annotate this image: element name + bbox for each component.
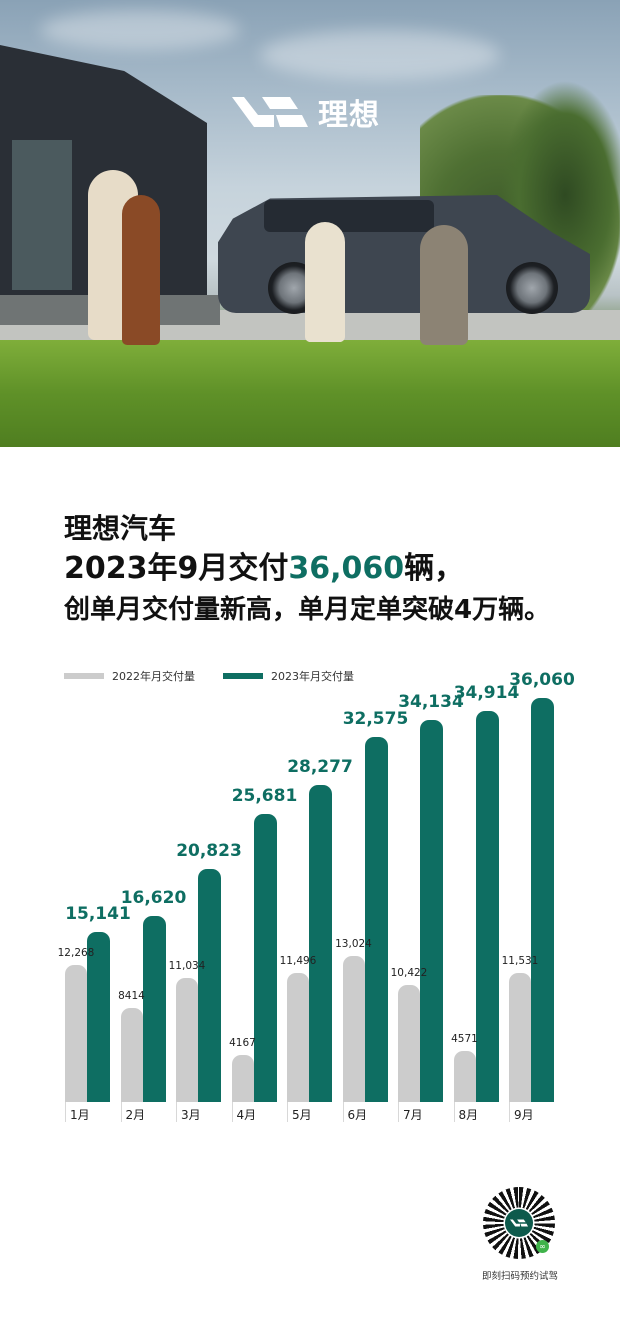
mini-program-icon: ∞: [536, 1240, 549, 1253]
bar-2023: [87, 932, 110, 1102]
data-label-2022: 12,268: [57, 946, 95, 959]
bar-2022: [342, 956, 365, 1102]
bar-2023: [531, 698, 554, 1102]
qr-logo: [505, 1209, 533, 1237]
li-auto-logo-icon: [510, 1219, 528, 1227]
data-label-2022: 4571: [451, 1032, 478, 1045]
hero-banner: 理想: [0, 0, 620, 447]
headline-line2-prefix: 2023年9月交付: [64, 551, 289, 586]
person-child: [122, 195, 160, 345]
chart-legend: 2022年月交付量 2023年月交付量: [64, 668, 382, 684]
data-label-2022: 10,422: [390, 967, 428, 980]
headline-line2-suffix: 辆，: [404, 551, 465, 586]
headline-line3: 创单月交付量新高，单月定单突破4万辆。: [64, 595, 551, 625]
bar-2022: [231, 1055, 254, 1102]
x-axis-label: 4月: [231, 1102, 277, 1122]
bar-2023: [475, 710, 499, 1102]
house-window: [12, 140, 72, 290]
legend-label: 2022年月交付量: [112, 670, 195, 683]
person-woman-sitting: [305, 222, 345, 342]
data-label-2023: 32,575: [342, 709, 409, 730]
data-label-2022: 11,034: [168, 960, 206, 973]
bar-2023: [309, 785, 332, 1102]
brand-logo: 理想: [232, 90, 380, 134]
data-label-2023: 25,681: [231, 786, 298, 807]
data-label-2023: 20,823: [176, 840, 242, 861]
data-label-2022: 4167: [229, 1037, 256, 1050]
li-auto-logo-icon: [232, 97, 308, 127]
bar-2023: [364, 737, 388, 1102]
legend-swatch: [64, 673, 104, 679]
bar-2022: [176, 978, 198, 1102]
legend-label: 2023年月交付量: [271, 670, 354, 683]
person-man-sitting: [420, 225, 468, 345]
x-axis-label: 3月: [176, 1102, 221, 1122]
data-label-2022: 8414: [118, 989, 145, 1002]
bar-2022: [120, 1007, 143, 1102]
headline-delivery-number: 36,060: [288, 551, 405, 586]
cloud: [40, 10, 240, 50]
bar-2022: [287, 973, 309, 1102]
data-label-2023: 15,141: [65, 904, 131, 925]
brand-name: 理想: [318, 98, 380, 133]
legend-swatch: [223, 673, 263, 679]
data-label-2022: 11,531: [501, 954, 539, 967]
headline-line2: 2023年9月交付36,060辆，: [64, 548, 550, 590]
x-axis-label: 6月: [342, 1102, 388, 1122]
x-axis-label: 8月: [453, 1102, 499, 1122]
data-label-2023: 34,914: [453, 682, 520, 703]
data-label-2023: 28,277: [287, 757, 353, 778]
legend-item-2023: 2023年月交付量: [223, 668, 354, 684]
bar-2023: [253, 814, 277, 1102]
x-axis-label: 9月: [509, 1102, 554, 1122]
bar-2022: [65, 964, 87, 1102]
data-label-2023: 36,060: [509, 670, 575, 690]
bar-2023: [142, 915, 166, 1102]
bar-2023: [420, 719, 443, 1102]
data-label-2022: 13,024: [335, 938, 372, 951]
data-label-2022: 11,496: [279, 955, 317, 968]
headline-line1: 理想汽车: [64, 512, 177, 545]
legend-item-2022: 2022年月交付量: [64, 668, 195, 684]
bar-2023: [198, 868, 221, 1102]
x-axis-label: 5月: [287, 1102, 332, 1122]
bar-2022: [509, 972, 531, 1102]
car-wheel: [506, 262, 558, 314]
lawn: [0, 340, 620, 447]
data-label-2023: 16,620: [120, 887, 187, 908]
bar-2022: [453, 1050, 476, 1102]
headline: 理想汽车 2023年9月交付36,060辆， 创单月交付量新高，单月定单突破4万…: [64, 510, 550, 630]
data-label-2023: 34,134: [398, 691, 464, 712]
cloud: [260, 30, 500, 80]
qr-caption: 即刻扫码预约试驾: [481, 1271, 558, 1282]
x-axis-label: 2月: [120, 1102, 166, 1122]
bar-2022: [398, 985, 420, 1102]
x-axis-label: 1月: [65, 1102, 110, 1122]
car-window: [264, 200, 434, 232]
x-axis-label: 7月: [398, 1102, 443, 1122]
